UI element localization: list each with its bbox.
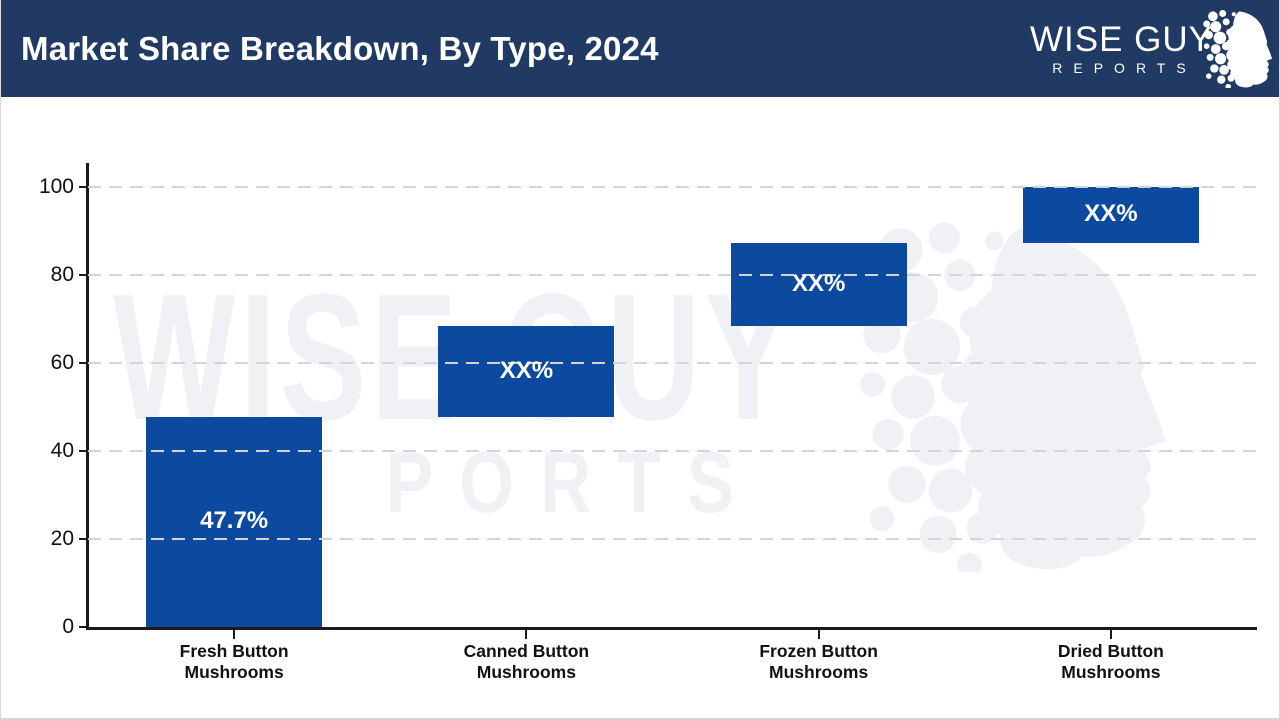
y-tick-0: [79, 626, 88, 628]
gridline-80: [88, 274, 1257, 276]
x-category-label-1: Canned Button Mushrooms: [463, 641, 590, 682]
logo-text: WISE GUY REPORTS: [1030, 22, 1213, 76]
y-tick-label-40: 40: [50, 439, 74, 462]
y-tick-80: [79, 274, 88, 276]
bar-segment-3: [1022, 187, 1199, 243]
bar-segment-1: [438, 326, 615, 418]
bar-segment-0: [146, 417, 323, 627]
watermark-text-reports: PORTS: [386, 435, 761, 531]
bar-value-label-2: XX%: [791, 269, 846, 297]
x-category-label-3: Dried Button Mushrooms: [1057, 641, 1164, 682]
y-tick-40: [79, 450, 88, 452]
bar-value-label-0: 47.7%: [200, 507, 269, 535]
x-tick-1: [525, 630, 528, 639]
gridline-40: [88, 450, 1257, 452]
x-category-label-2: Frozen Button Mushrooms: [759, 641, 878, 682]
y-tick-20: [79, 538, 88, 540]
bar-value-label-3: XX%: [1084, 199, 1138, 227]
bar-segment-2: [730, 242, 907, 327]
gridline-100: [88, 186, 1257, 188]
y-tick-label-20: 20: [50, 527, 74, 550]
y-tick-label-0: 0: [62, 615, 74, 638]
y-tick-60: [79, 362, 88, 364]
y-tick-label-100: 100: [38, 175, 74, 198]
x-category-label-0: Fresh Button Mushrooms: [179, 641, 289, 682]
y-tick-label-60: 60: [50, 351, 74, 374]
bar-value-label-1: XX%: [499, 356, 554, 384]
gridline-60: [88, 362, 1257, 364]
x-tick-2: [817, 630, 820, 639]
x-tick-3: [1109, 630, 1112, 639]
header-bar: Market Share Breakdown, By Type, 2024 WI…: [1, 0, 1279, 97]
logo-wordmark: WISE GUY: [1029, 20, 1213, 59]
x-tick-0: [233, 630, 236, 639]
chart-title: Market Share Breakdown, By Type, 2024: [21, 30, 659, 67]
wise-guy-reports-logo: WISE GUY REPORTS: [1030, 6, 1273, 92]
x-axis-spine: [86, 627, 1257, 630]
y-tick-label-80: 80: [50, 263, 74, 286]
gridline-20: [88, 538, 1257, 540]
logo-subtitle: REPORTS: [1052, 60, 1197, 76]
y-axis-spine: [86, 163, 89, 629]
y-tick-100: [79, 186, 88, 188]
dotted-face-profile-icon: [1203, 10, 1273, 88]
